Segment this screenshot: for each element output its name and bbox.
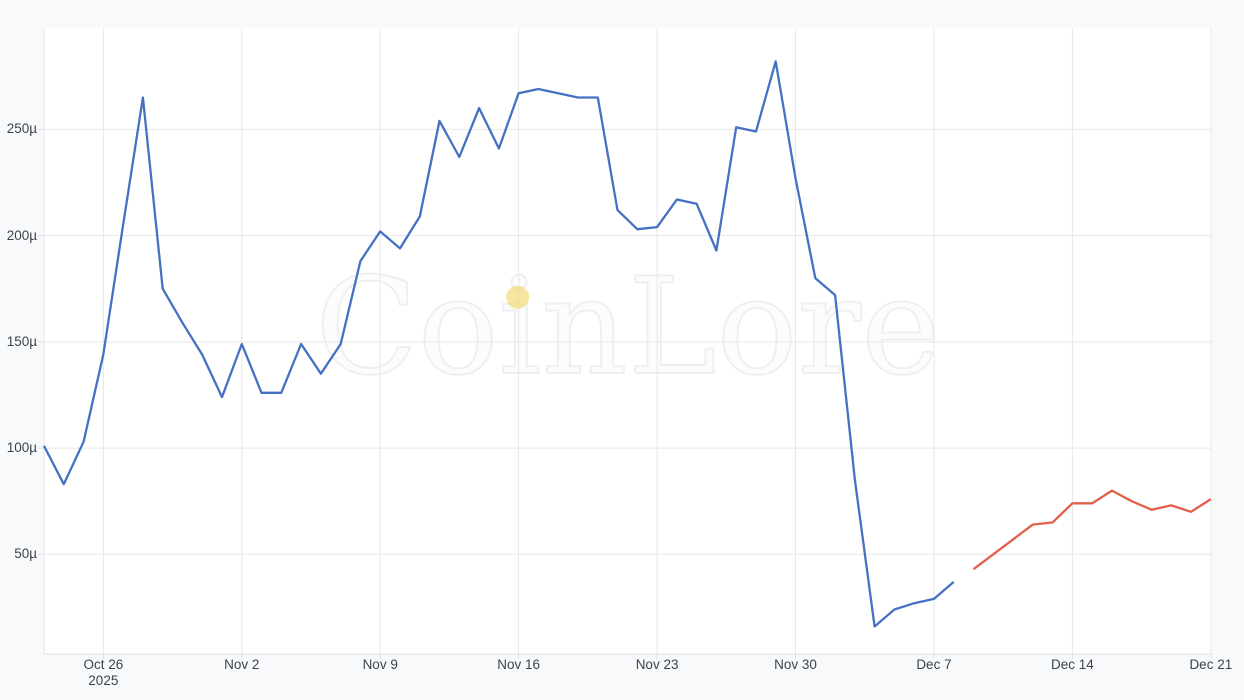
x-tick-label-text: Nov 16 — [497, 657, 541, 672]
x-tick-sublabel-text: 2025 — [88, 673, 119, 688]
plot-area[interactable] — [44, 28, 1212, 654]
y-tick-label: 150µ — [6, 333, 37, 349]
x-tick-label: Nov 30 — [774, 657, 817, 673]
x-tick-label: Dec 7 — [916, 657, 951, 673]
x-tick-label: Dec 14 — [1051, 657, 1094, 673]
x-tick-label-text: Dec 7 — [916, 657, 952, 672]
x-tick-label: Oct 26 2025 — [83, 657, 123, 689]
x-tick-label-text: Dec 14 — [1051, 657, 1094, 672]
y-tick-label: 50µ — [14, 546, 37, 562]
x-tick-label: Dec 21 — [1189, 657, 1232, 673]
historical-price-line — [42, 60, 955, 628]
x-tick-label-text: Nov 9 — [362, 657, 398, 672]
x-tick-label: Nov 2 — [224, 657, 259, 673]
forecast-price-line — [972, 489, 1212, 571]
x-tick-label: Nov 16 — [497, 657, 540, 673]
y-tick-label: 250µ — [6, 121, 37, 137]
x-tick-label-text: Oct 26 — [83, 657, 124, 672]
x-tick-label-text: Nov 23 — [635, 657, 679, 672]
x-tick-label-text: Dec 21 — [1189, 657, 1233, 672]
y-tick-label: 200µ — [6, 227, 37, 243]
y-tick-label: 100µ — [6, 440, 37, 456]
x-tick-label: Nov 23 — [636, 657, 679, 673]
x-tick-label: Nov 9 — [363, 657, 398, 673]
x-tick-label-text: Nov 30 — [774, 657, 817, 672]
x-tick-label-text: Nov 2 — [224, 657, 260, 672]
yellow-marker-dot — [506, 285, 530, 309]
